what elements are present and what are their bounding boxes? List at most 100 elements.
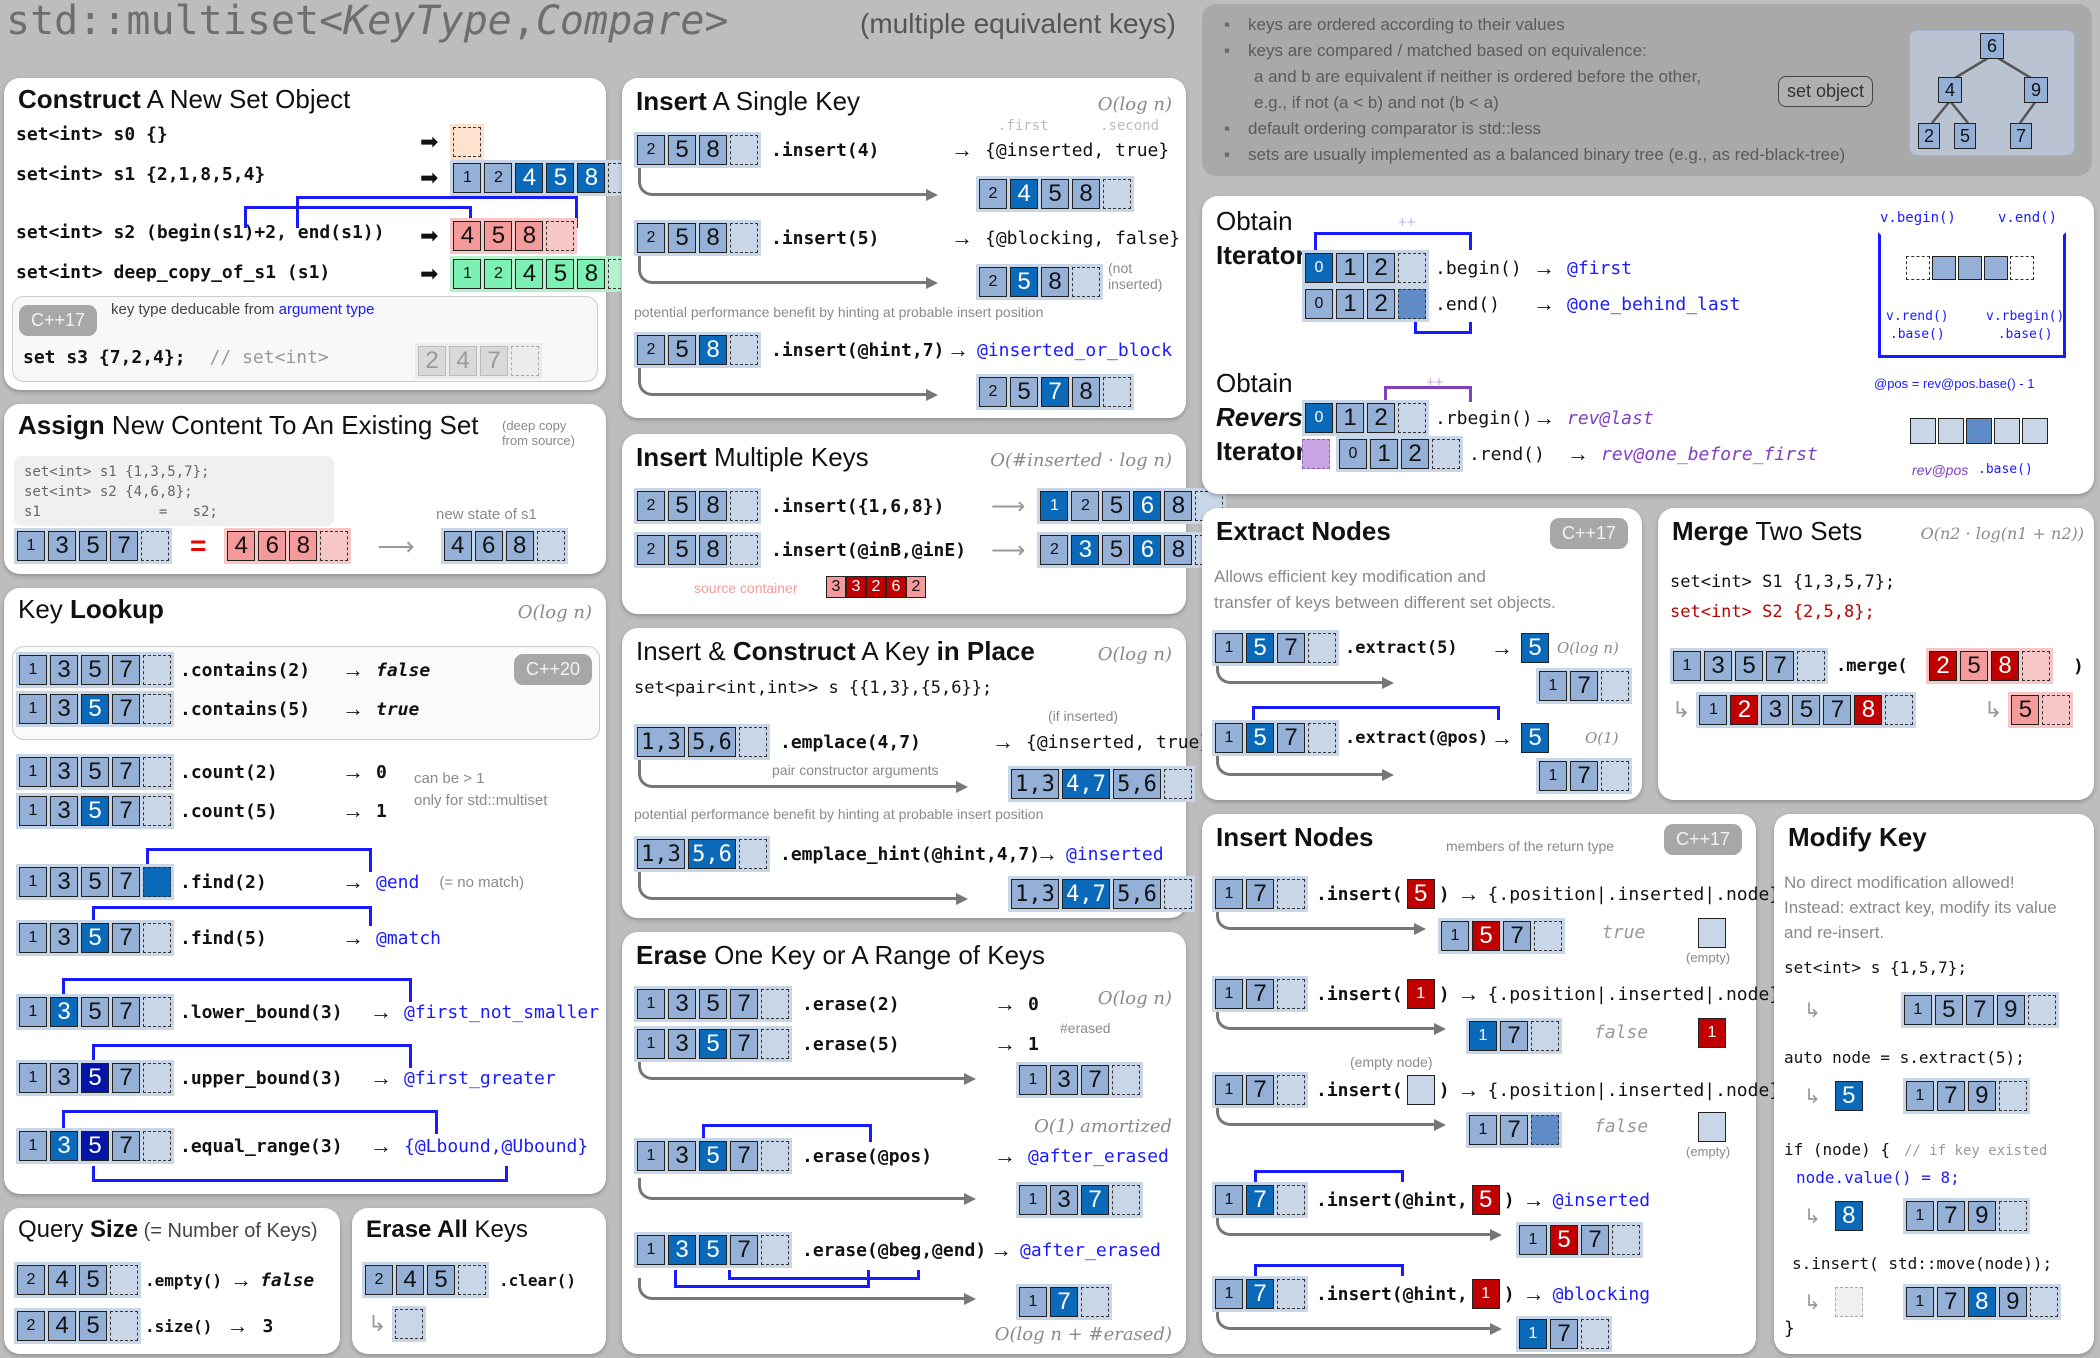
cell: 5 bbox=[81, 757, 109, 787]
cell: 1 bbox=[1336, 403, 1364, 433]
node-cell: 8 bbox=[1834, 1201, 1863, 1231]
before-first-cell bbox=[1302, 439, 1330, 469]
cell: 7 bbox=[110, 531, 138, 561]
set-array: 1,3 5,6 bbox=[634, 724, 770, 760]
flow-arrow bbox=[638, 168, 938, 201]
cell: 1 bbox=[453, 163, 482, 193]
call-text: .upper_bound(3) bbox=[180, 1067, 343, 1089]
node-cell: 1 bbox=[1471, 1279, 1500, 1309]
cell: 0 bbox=[1339, 439, 1367, 469]
code-text: set<int> s1 {2,1,8,5,4} bbox=[16, 164, 266, 185]
cell: 7 bbox=[112, 757, 140, 787]
iterator-arrow bbox=[296, 196, 578, 228]
cell: 7 bbox=[1246, 879, 1274, 909]
tree-edges-icon bbox=[1931, 53, 2038, 124]
cell: 7 bbox=[112, 1063, 140, 1093]
call-text: .insert(@hint,7) bbox=[771, 339, 945, 361]
cell: 1 bbox=[453, 259, 482, 289]
arrow-icon: → bbox=[994, 1031, 1016, 1056]
cell: 1 bbox=[1040, 491, 1069, 521]
arrow-icon: → bbox=[226, 1313, 249, 1338]
end-cell bbox=[1308, 723, 1336, 753]
call-text: .contains(2) bbox=[180, 659, 311, 681]
cell: 8 bbox=[1072, 377, 1100, 407]
merge-close: ) bbox=[2073, 655, 2084, 677]
result-text: @inserted bbox=[1066, 843, 1164, 865]
erased-note: #erased bbox=[1060, 1020, 1111, 1036]
second-label: .second bbox=[1100, 118, 1160, 134]
v-rend-label: v.rend() .base() bbox=[1886, 309, 1949, 342]
after-emplace: 1,3 4,7 5,6 bbox=[1008, 876, 1195, 912]
call-text: .count(2) bbox=[180, 761, 278, 783]
cell: 7 bbox=[1277, 723, 1305, 753]
cell: 5 bbox=[699, 1141, 727, 1171]
panel-insert-single: Insert A Single Key O(log n) .first .sec… bbox=[622, 78, 1186, 418]
return-type: {.position|.inserted|.node} bbox=[1487, 1079, 1781, 1101]
set-object-label: set object bbox=[1778, 76, 1874, 107]
panel-title: Query Size (= Number of Keys) bbox=[18, 1216, 318, 1243]
cell: 7 bbox=[1570, 671, 1598, 701]
cell: 5 bbox=[427, 1265, 455, 1295]
empty-node-cell bbox=[1406, 1075, 1435, 1105]
cell: 1 bbox=[1215, 1075, 1243, 1105]
call-text: .erase(@pos) bbox=[802, 1145, 933, 1167]
set-array: 1,3 4,7 5,6 bbox=[1008, 766, 1195, 802]
cell: 0 bbox=[1305, 289, 1333, 319]
end-cell bbox=[536, 531, 565, 561]
cell: 6 bbox=[886, 576, 906, 598]
panel-merge: Merge Two Sets O(n2 · log(n1 + n2)) set<… bbox=[1658, 508, 2094, 800]
panel-title: Merge Two Sets bbox=[1672, 516, 1863, 546]
cell: 8 bbox=[1164, 535, 1193, 565]
emplace-row: 1,3 5,6 .emplace(4,7) → {@inserted, true} bbox=[634, 724, 1210, 760]
cell: 2 bbox=[1367, 253, 1395, 283]
cell: 7 bbox=[112, 694, 140, 724]
s2-result: ➡ 4 5 8 bbox=[408, 218, 578, 254]
arrow-icon: → bbox=[370, 1133, 392, 1158]
arrow-icon: → bbox=[1533, 405, 1555, 430]
arrow-icon: → bbox=[230, 1267, 253, 1292]
cell: 5 bbox=[1934, 995, 1963, 1025]
modify-arr1: ↳ 1 5 7 9 bbox=[1804, 992, 2059, 1028]
arrow-icon: → bbox=[1491, 725, 1513, 750]
cell: 7 bbox=[1503, 921, 1531, 951]
result-text: @match bbox=[376, 927, 442, 949]
range-arrow bbox=[62, 1110, 438, 1134]
cell: 4 bbox=[1010, 179, 1038, 209]
node-cell: 1 bbox=[1698, 1018, 1726, 1048]
code-line: if (node) {// if key existed bbox=[1784, 1140, 2048, 1159]
construct-row-s2: set<int> s2 (begin(s1)+2, end(s1)) bbox=[16, 222, 384, 243]
cell: 5 bbox=[81, 796, 109, 826]
end-cell bbox=[110, 1265, 138, 1295]
cell: 8 bbox=[699, 535, 727, 565]
set-array: 1,3 5,6 bbox=[634, 836, 770, 872]
cell: 7 bbox=[112, 867, 140, 897]
info-box: keys are ordered according to their valu… bbox=[1202, 4, 2092, 176]
cell: 1,3 bbox=[1011, 879, 1059, 909]
size-call: .size() bbox=[145, 1316, 213, 1336]
arrow-icon: → bbox=[1457, 881, 1480, 906]
end-arrow bbox=[1414, 322, 1472, 334]
cell: 7 bbox=[1500, 1021, 1528, 1051]
merge-leftover: ↳ 5 bbox=[1984, 692, 2074, 728]
cell: 8 bbox=[699, 135, 727, 165]
cell: 5 bbox=[546, 259, 575, 289]
end-cell bbox=[1103, 179, 1131, 209]
end-cell bbox=[739, 727, 767, 757]
end-cell bbox=[1398, 403, 1426, 433]
hint-note: potential performance benefit by hinting… bbox=[634, 806, 1044, 822]
arrow-icon: ⟶ bbox=[377, 530, 415, 561]
lookup-row: 1 3 5 7 .upper_bound(3) → @first_greater bbox=[16, 1060, 556, 1096]
cell: 3 bbox=[1050, 1065, 1078, 1095]
end-cell bbox=[143, 1063, 171, 1093]
cell: 8 bbox=[289, 531, 318, 561]
cell: 1 bbox=[19, 1131, 47, 1161]
iter-diagram-cells bbox=[1906, 256, 2034, 280]
